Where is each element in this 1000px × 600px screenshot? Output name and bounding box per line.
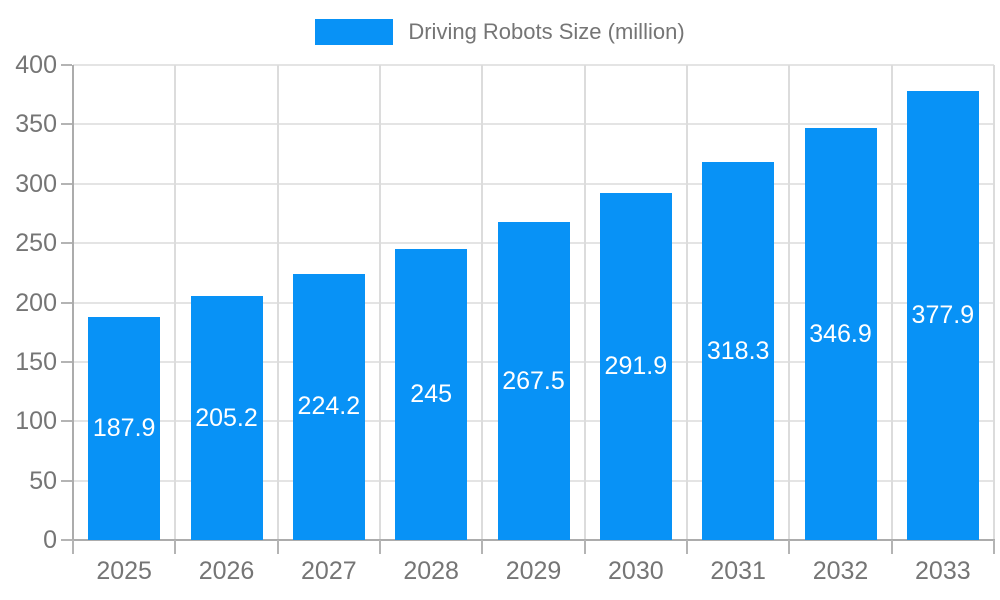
bar: 245 xyxy=(395,249,468,540)
x-category-label: 2027 xyxy=(301,557,357,585)
y-tick-mark xyxy=(61,242,72,245)
x-tick-mark xyxy=(72,540,74,554)
x-tick-mark xyxy=(788,540,791,554)
y-tick-mark xyxy=(61,360,72,363)
gridline-vertical xyxy=(583,65,586,540)
y-tick-label: 150 xyxy=(15,347,57,376)
y-tick-label: 300 xyxy=(15,169,57,198)
gridline-horizontal xyxy=(73,123,994,126)
bar: 267.5 xyxy=(497,222,570,540)
gridline-vertical xyxy=(788,65,791,540)
y-tick-mark xyxy=(61,479,72,482)
bar-value-label: 205.2 xyxy=(195,403,258,432)
gridline-horizontal xyxy=(73,64,994,66)
y-tick-mark xyxy=(61,182,72,185)
bar-value-label: 346.9 xyxy=(809,319,872,348)
y-axis-line xyxy=(72,65,74,540)
gridline-horizontal xyxy=(73,182,994,185)
y-tick-mark xyxy=(61,301,72,304)
x-tick-mark xyxy=(174,540,177,554)
gridline-vertical xyxy=(379,65,381,540)
y-tick-label: 350 xyxy=(15,110,57,139)
x-axis-line xyxy=(72,539,995,541)
x-tick-mark xyxy=(993,540,995,554)
gridline-vertical xyxy=(686,65,688,540)
bar: 291.9 xyxy=(599,193,672,540)
bar-value-label: 267.5 xyxy=(502,366,565,395)
bar-value-label: 245 xyxy=(410,380,453,409)
bar: 205.2 xyxy=(190,296,263,540)
bar: 187.9 xyxy=(88,316,161,540)
y-tick-label: 100 xyxy=(15,407,57,436)
y-tick-mark xyxy=(61,123,72,126)
x-tick-mark xyxy=(686,540,688,554)
x-category-label: 2029 xyxy=(505,557,562,585)
y-tick-mark xyxy=(61,539,72,541)
x-category-label: 2026 xyxy=(198,557,255,585)
x-tick-mark xyxy=(890,540,893,554)
gridline-vertical xyxy=(890,65,893,540)
bar-value-label: 377.9 xyxy=(911,301,975,330)
bar: 224.2 xyxy=(292,273,365,540)
y-tick-label: 250 xyxy=(15,229,57,258)
y-tick-label: 50 xyxy=(29,466,57,495)
legend: Driving Robots Size (million) xyxy=(0,14,1000,50)
x-category-label: 2025 xyxy=(96,557,152,585)
legend-swatch xyxy=(315,19,394,45)
gridline-vertical xyxy=(481,65,484,540)
x-category-label: 2028 xyxy=(403,557,459,585)
bar-value-label: 224.2 xyxy=(297,392,361,421)
y-tick-mark xyxy=(61,420,72,423)
y-tick-label: 200 xyxy=(15,288,57,317)
bar: 346.9 xyxy=(804,128,877,540)
legend-label: Driving Robots Size (million) xyxy=(408,19,685,44)
bar: 377.9 xyxy=(906,91,979,540)
bar-value-label: 318.3 xyxy=(706,336,770,365)
gridline-vertical xyxy=(174,65,177,540)
x-category-label: 2030 xyxy=(608,557,664,585)
bar-value-label: 187.9 xyxy=(92,413,156,442)
x-tick-mark xyxy=(481,540,484,554)
x-tick-mark xyxy=(276,540,279,554)
bar-value-label: 291.9 xyxy=(604,352,668,381)
y-tick-mark xyxy=(61,64,72,66)
y-tick-label: 0 xyxy=(43,526,57,554)
x-tick-mark xyxy=(583,540,586,554)
y-tick-label: 400 xyxy=(15,51,57,79)
gridline-vertical xyxy=(276,65,279,540)
x-tick-mark xyxy=(379,540,381,554)
x-category-label: 2031 xyxy=(710,557,766,585)
x-category-label: 2033 xyxy=(915,557,971,585)
bar: 318.3 xyxy=(702,162,775,540)
gridline-vertical xyxy=(993,65,995,540)
x-category-label: 2032 xyxy=(812,557,869,585)
